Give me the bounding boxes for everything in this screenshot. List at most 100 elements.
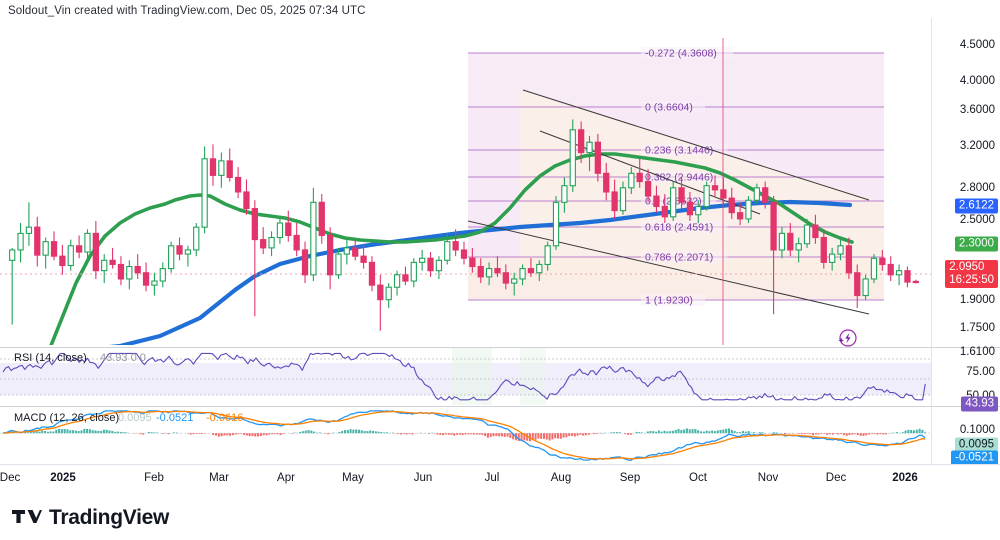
- sma200-price-pill[interactable]: 2.6122: [954, 198, 998, 214]
- candle: [485, 262, 493, 286]
- candle: [218, 152, 225, 188]
- candle: [84, 229, 91, 261]
- candle: [25, 202, 33, 246]
- candle: [17, 223, 24, 263]
- candle: [803, 218, 811, 248]
- candle: [92, 220, 99, 279]
- candle: [243, 179, 250, 215]
- candle: [519, 264, 526, 286]
- candle: [360, 243, 367, 269]
- macd-hist-pill[interactable]: 0.0095: [954, 437, 998, 453]
- rsi-value-pill[interactable]: 43.93: [961, 396, 998, 412]
- candle: [511, 272, 518, 296]
- candle: [75, 235, 83, 259]
- candle: [151, 272, 158, 296]
- macd-legend-macd: -0.0521: [156, 412, 193, 424]
- candle: [435, 256, 443, 279]
- candle: [326, 227, 334, 290]
- candle: [377, 274, 384, 331]
- candle: [234, 167, 242, 199]
- candle: [661, 194, 668, 224]
- candle: [134, 254, 141, 279]
- last-price-pill[interactable]: 2.0950 16:25:50: [945, 260, 998, 288]
- macd-pane[interactable]: MACD (12, 26, close) 0.0095 -0.0521 -0.0616: [0, 406, 931, 464]
- candle: [678, 177, 685, 209]
- candle: [644, 169, 652, 203]
- candle: [536, 260, 543, 282]
- last-price-value: 2.0950: [949, 261, 985, 273]
- candle: [469, 247, 476, 273]
- fib-level-label: 0.786 (2.2071): [645, 252, 713, 264]
- candle: [260, 227, 267, 255]
- tradingview-wordmark: TradingView: [49, 506, 170, 529]
- candle: [101, 254, 108, 284]
- candle: [343, 237, 351, 265]
- rsi-pane[interactable]: RSI (14, close) 43.93 0 0: [0, 347, 931, 405]
- price-axis-tick: 1.9000: [959, 294, 995, 306]
- candle: [67, 239, 74, 271]
- candle: [586, 136, 593, 172]
- time-axis-tick: Jul: [484, 472, 500, 484]
- candle: [50, 231, 58, 261]
- macd-legend-hist: 0.0095: [118, 412, 152, 424]
- price-axis-tick: 1.7500: [959, 322, 995, 334]
- candle: [402, 266, 409, 286]
- time-axis-tick: Feb: [144, 472, 164, 484]
- candle: [770, 196, 777, 315]
- time-axis-tick: Nov: [757, 472, 779, 484]
- candle: [577, 121, 585, 163]
- price-axis-tick: 1.6100: [959, 346, 995, 358]
- candle: [854, 264, 861, 308]
- fib-level-label: -0.272 (4.3608): [645, 48, 717, 60]
- candle: [611, 179, 618, 219]
- candle: [594, 133, 602, 182]
- candle: [477, 258, 484, 284]
- main-price-pane[interactable]: -0.272 (4.3608) 0 (3.6604) 0.236 (3.1446) 0…: [0, 18, 931, 345]
- candle: [142, 262, 150, 292]
- price-axis-tick: 4.0000: [959, 75, 995, 87]
- price-axis[interactable]: 4.5000 4.0000 3.6000 3.2000 2.8000 2.5000 1.90…: [931, 18, 1000, 480]
- candle: [887, 256, 894, 282]
- candle: [276, 216, 284, 244]
- attribution-text: Soldout_Vin created with TradingView.com…: [8, 5, 366, 17]
- macd-line-pill[interactable]: -0.0521: [950, 450, 998, 466]
- candle: [569, 119, 576, 192]
- candle: [176, 237, 183, 261]
- candle: [670, 181, 677, 221]
- candle: [427, 252, 434, 277]
- price-chart-svg: -0.272 (4.3608) 0 (3.6604) 0.236 (3.1446) 0…: [0, 38, 931, 345]
- time-axis-tick: 2026: [892, 472, 918, 484]
- price-axis-tick: 4.5000: [959, 39, 995, 51]
- candle: [126, 260, 133, 290]
- candle: [368, 256, 376, 292]
- candle: [561, 177, 568, 213]
- candle: [829, 247, 836, 271]
- candle: [168, 241, 175, 273]
- candle: [251, 200, 258, 317]
- indicator-axis-tick: 0.1000: [959, 424, 995, 436]
- time-axis-tick: Dec: [825, 472, 847, 484]
- candle: [393, 270, 401, 296]
- candle: [494, 256, 501, 277]
- time-axis-tick: Apr: [277, 472, 295, 484]
- fib-level-label: 0.618 (2.4591): [645, 222, 713, 234]
- candle: [184, 245, 192, 267]
- candle: [109, 247, 116, 269]
- tradingview-branding: TradingView: [12, 506, 169, 530]
- candle: [862, 274, 869, 300]
- candle: [628, 167, 635, 195]
- candle: [460, 241, 468, 265]
- candle: [619, 181, 627, 215]
- ai-lightning-badge-icon[interactable]: [836, 328, 858, 350]
- candle: [410, 258, 417, 288]
- candle: [837, 239, 844, 261]
- rsi-legend-label: RSI (14, close): [14, 352, 87, 364]
- price-axis-tick: 2.8000: [959, 182, 995, 194]
- time-axis-tick: May: [342, 472, 364, 484]
- time-axis[interactable]: Dec 2025 Feb Mar Apr May Jun Jul Aug Sep Oct Nov Dec…: [0, 464, 1000, 494]
- candle: [419, 249, 426, 271]
- candle: [695, 200, 702, 224]
- price-axis-tick: 3.6000: [959, 104, 995, 116]
- sma50-price-pill[interactable]: 2.3000: [954, 236, 998, 252]
- time-axis-tick: Aug: [550, 472, 572, 484]
